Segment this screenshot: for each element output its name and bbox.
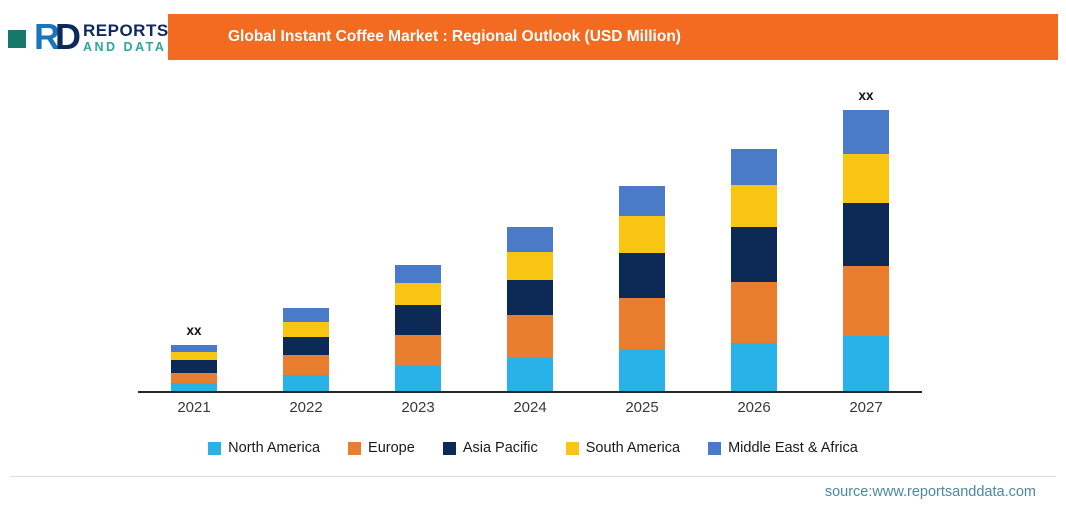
bar-segment-europe	[171, 373, 217, 383]
bar-segment-asia-pacific	[507, 280, 553, 315]
bar-segment-europe	[731, 282, 777, 343]
bar-segment-middle-east-africa	[731, 149, 777, 185]
bar-segment-south-america	[843, 154, 889, 203]
bar-segment-north-america	[619, 349, 665, 391]
bar-column-2021: xx	[138, 78, 250, 391]
legend-label-asia-pacific: Asia Pacific	[462, 440, 538, 456]
bar-segment-north-america	[731, 343, 777, 391]
stacked-bar-2025	[619, 186, 665, 391]
bar-segment-middle-east-africa	[283, 308, 329, 322]
x-axis-labels: 2021 2022 2023 2024 2025 2026 2027	[138, 399, 922, 416]
stacked-bar-2022	[283, 308, 329, 391]
legend-swatch-middle-east-africa	[708, 441, 722, 455]
x-axis-label-2021: 2021	[177, 399, 211, 416]
logo-mark-icon: RD	[34, 16, 81, 57]
legend-item-south-america: South America	[565, 440, 681, 456]
source-attribution: source:www.reportsanddata.com	[824, 484, 1036, 500]
bar-segment-middle-east-africa	[395, 265, 441, 283]
footer-divider	[10, 476, 1056, 477]
bar-segment-north-america	[507, 358, 553, 391]
legend: North America Europe Asia Pacific South Ame…	[0, 440, 1066, 456]
bar-column-2027: xx	[810, 78, 922, 391]
stacked-bar-2026	[731, 149, 777, 391]
bar-segment-europe	[283, 355, 329, 375]
bar-column-2025	[586, 78, 698, 391]
chart-title: Global Instant Coffee Market : Regional …	[228, 28, 681, 45]
legend-item-middle-east-africa: Middle East & Africa	[708, 440, 858, 456]
x-axis-label-2023: 2023	[401, 399, 435, 416]
reports-and-data-logo: RD REPORTS AND DATA	[34, 19, 169, 55]
x-axis-label-2026: 2026	[737, 399, 771, 416]
bar-segment-europe	[395, 335, 441, 366]
title-banner: Global Instant Coffee Market : Regional …	[168, 14, 1058, 60]
logo-mark-letter-d: D	[55, 16, 81, 57]
stacked-bar-2023	[395, 265, 441, 391]
bar-segment-north-america	[283, 375, 329, 391]
bar-column-2022	[250, 78, 362, 391]
bar-segment-asia-pacific	[731, 227, 777, 282]
plot-area: xx xx	[138, 78, 922, 393]
legend-swatch-europe	[348, 441, 362, 455]
stacked-bar-2027	[843, 110, 889, 391]
stacked-bar-2024	[507, 227, 553, 391]
bar-segment-europe	[619, 298, 665, 349]
bar-column-2024	[474, 78, 586, 391]
x-axis-label-2022: 2022	[289, 399, 323, 416]
bar-column-2026	[698, 78, 810, 391]
legend-item-asia-pacific: Asia Pacific	[442, 440, 538, 456]
bar-segment-asia-pacific	[171, 360, 217, 373]
legend-swatch-south-america	[565, 441, 579, 455]
logo-text: REPORTS AND DATA	[83, 21, 169, 54]
bar-segment-asia-pacific	[619, 253, 665, 298]
bar-annotation-2021: xx	[186, 323, 202, 338]
legend-label-middle-east-africa: Middle East & Africa	[728, 440, 858, 456]
bar-segment-north-america	[843, 336, 889, 391]
bar-segment-asia-pacific	[283, 337, 329, 355]
legend-swatch-north-america	[208, 441, 222, 455]
bar-segment-europe	[507, 315, 553, 358]
bar-column-2023	[362, 78, 474, 391]
x-axis-label-2024: 2024	[513, 399, 547, 416]
logo-line2: AND DATA	[83, 39, 167, 54]
bar-segment-middle-east-africa	[619, 186, 665, 216]
bar-segment-north-america	[171, 383, 217, 391]
bar-segment-middle-east-africa	[507, 227, 553, 252]
brand-accent-square	[8, 30, 26, 48]
bar-segment-south-america	[507, 252, 553, 280]
bar-segment-europe	[843, 266, 889, 336]
legend-label-north-america: North America	[228, 440, 321, 456]
legend-label-europe: Europe	[368, 440, 415, 456]
bar-segment-asia-pacific	[395, 305, 441, 335]
bar-segment-south-america	[395, 283, 441, 305]
bar-segment-north-america	[395, 366, 441, 391]
bar-segment-south-america	[731, 185, 777, 227]
legend-swatch-asia-pacific	[442, 441, 456, 455]
bar-segment-asia-pacific	[843, 203, 889, 266]
bar-segment-middle-east-africa	[171, 345, 217, 352]
stacked-bar-2021	[171, 345, 217, 391]
x-axis-label-2025: 2025	[625, 399, 659, 416]
logo-mark-letter-r: R	[34, 16, 60, 57]
legend-label-south-america: South America	[585, 440, 681, 456]
bar-segment-south-america	[619, 216, 665, 253]
logo-line1: REPORTS	[83, 20, 169, 40]
bar-segment-south-america	[283, 322, 329, 337]
legend-item-north-america: North America	[208, 440, 320, 456]
x-axis-label-2027: 2027	[849, 399, 883, 416]
bar-segment-south-america	[171, 352, 217, 360]
bar-annotation-2027: xx	[858, 88, 874, 103]
bar-segment-middle-east-africa	[843, 110, 889, 154]
legend-item-europe: Europe	[348, 440, 415, 456]
